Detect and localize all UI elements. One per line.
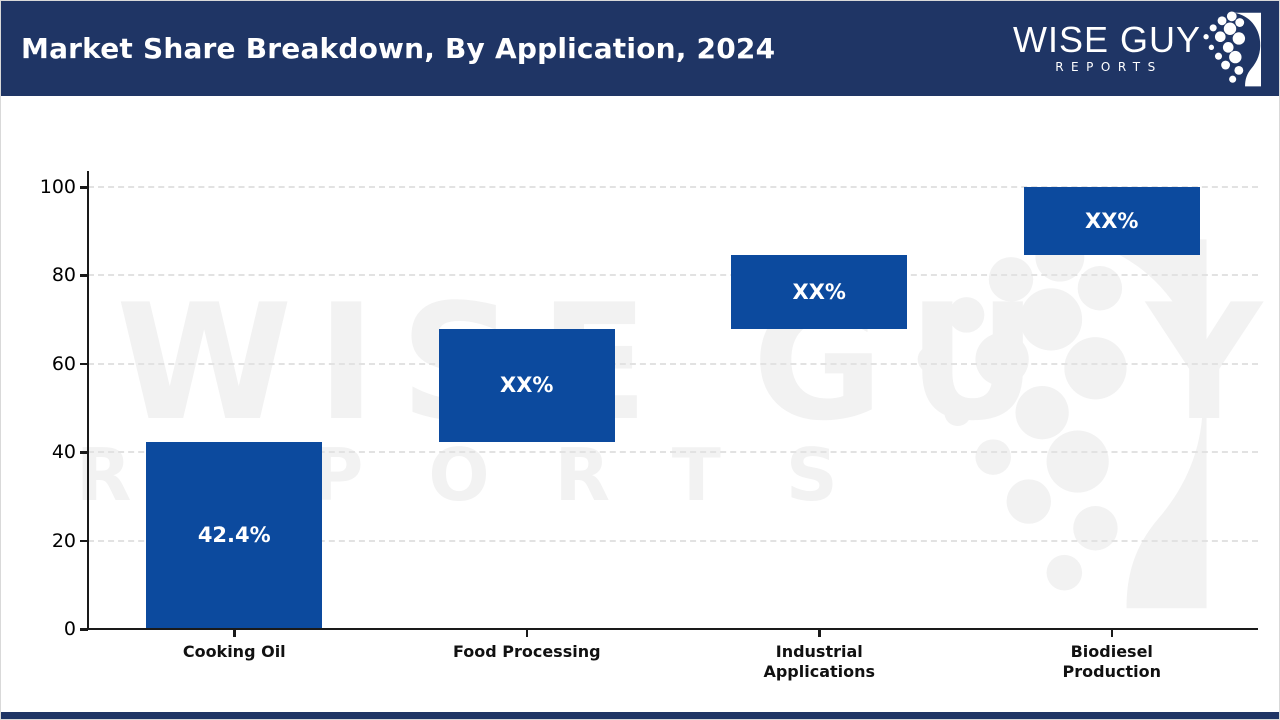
- logo-wiseguy-label: WISE GUY: [1012, 19, 1201, 60]
- logo-reports-label: REPORTS: [1055, 60, 1163, 74]
- watermark-head-graphic: [866, 226, 1236, 630]
- y-tick-label-60: 60: [51, 352, 76, 375]
- wise-guy-reports-logo: WISE GUY REPORTS: [1011, 8, 1261, 92]
- bar-value-label: XX%: [792, 279, 846, 304]
- y-axis-tick-40: [80, 451, 88, 454]
- bar-biodiesel-production: XX%: [1023, 187, 1200, 255]
- bar-food-processing: XX%: [438, 328, 615, 442]
- x-axis-tick-1: [525, 629, 528, 637]
- logo-head-icon: [1199, 10, 1261, 94]
- x-axis-line: [86, 627, 1258, 631]
- bar-value-label: XX%: [1085, 208, 1139, 233]
- gridline-80: [88, 274, 1258, 277]
- y-axis-tick-80: [80, 274, 88, 277]
- x-axis-tick-0: [233, 629, 236, 637]
- bar-industrial-applications: XX%: [731, 254, 908, 329]
- header-bar: Market Share Breakdown, By Application, …: [1, 1, 1279, 96]
- gridline-20: [88, 539, 1258, 542]
- gridline-100: [88, 186, 1258, 188]
- y-axis-tick-60: [80, 362, 88, 366]
- y-axis-tick-0: [80, 628, 88, 631]
- x-axis-tick-2: [818, 629, 821, 637]
- y-tick-label-20: 20: [51, 529, 76, 552]
- bar-value-label: XX%: [500, 373, 554, 398]
- y-tick-label-40: 40: [51, 441, 76, 464]
- y-axis-tick-100: [80, 186, 88, 189]
- y-tick-label-0: 0: [63, 618, 76, 640]
- x-axis-tick-3: [1110, 629, 1113, 637]
- gridline-40: [88, 451, 1258, 454]
- x-tick-label-2: Industrial Applications: [763, 642, 876, 681]
- logo-text: WISE GUY REPORTS: [1012, 19, 1201, 75]
- bar-value-label: 42.4%: [197, 523, 271, 548]
- gridline-60: [88, 362, 1258, 365]
- y-tick-label-80: 80: [51, 264, 76, 287]
- page-title: Market Share Breakdown, By Application, …: [21, 32, 776, 65]
- y-axis-tick-20: [80, 539, 88, 543]
- x-tick-label-3: Biodiesel Production: [1062, 642, 1161, 681]
- bar-cooking-oil: 42.4%: [146, 441, 323, 629]
- y-tick-label-100: 100: [39, 176, 76, 198]
- y-axis-line: [86, 171, 90, 629]
- footer-bar: [1, 712, 1279, 719]
- x-tick-label-0: Cooking Oil: [182, 642, 286, 661]
- x-tick-label-1: Food Processing: [452, 642, 601, 661]
